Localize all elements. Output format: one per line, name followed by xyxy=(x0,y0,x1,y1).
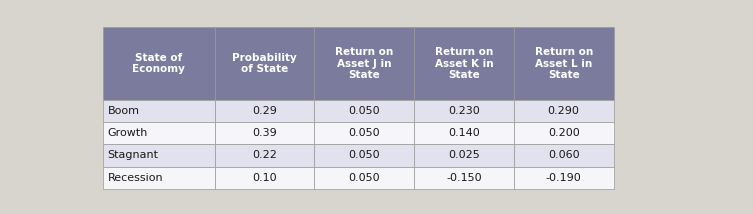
Text: 0.050: 0.050 xyxy=(349,150,380,160)
Bar xyxy=(103,144,215,166)
Text: 0.060: 0.060 xyxy=(548,150,580,160)
Bar xyxy=(514,27,614,100)
Bar xyxy=(514,100,614,122)
Bar xyxy=(103,166,215,189)
Text: 0.29: 0.29 xyxy=(252,106,277,116)
Bar xyxy=(215,166,315,189)
Bar xyxy=(215,100,315,122)
Text: 0.10: 0.10 xyxy=(252,173,277,183)
Text: 0.140: 0.140 xyxy=(448,128,480,138)
Text: 0.39: 0.39 xyxy=(252,128,277,138)
Text: 0.290: 0.290 xyxy=(547,106,580,116)
Bar xyxy=(315,144,414,166)
Text: 0.22: 0.22 xyxy=(252,150,277,160)
Bar xyxy=(103,27,215,100)
Text: 0.050: 0.050 xyxy=(349,106,380,116)
Text: 0.025: 0.025 xyxy=(448,150,480,160)
Bar xyxy=(315,122,414,144)
Text: -0.190: -0.190 xyxy=(546,173,581,183)
Text: Growth: Growth xyxy=(108,128,148,138)
Bar xyxy=(414,27,514,100)
Text: Stagnant: Stagnant xyxy=(108,150,159,160)
Text: 0.050: 0.050 xyxy=(349,128,380,138)
Bar xyxy=(315,27,414,100)
Bar xyxy=(215,122,315,144)
Text: State of
Economy: State of Economy xyxy=(133,53,185,74)
Text: 0.230: 0.230 xyxy=(448,106,480,116)
Bar xyxy=(414,100,514,122)
Text: Boom: Boom xyxy=(108,106,139,116)
Text: -0.150: -0.150 xyxy=(446,173,482,183)
Text: Recession: Recession xyxy=(108,173,163,183)
Bar xyxy=(315,100,414,122)
Bar xyxy=(414,144,514,166)
Bar xyxy=(514,122,614,144)
Bar xyxy=(215,27,315,100)
Text: Return on
Asset K in
State: Return on Asset K in State xyxy=(434,47,493,80)
Bar xyxy=(103,122,215,144)
Bar xyxy=(103,100,215,122)
Bar xyxy=(514,166,614,189)
Text: 0.200: 0.200 xyxy=(547,128,580,138)
Bar xyxy=(215,144,315,166)
Bar xyxy=(414,166,514,189)
Text: 0.050: 0.050 xyxy=(349,173,380,183)
Text: Return on
Asset L in
State: Return on Asset L in State xyxy=(535,47,593,80)
Text: Probability
of State: Probability of State xyxy=(232,53,297,74)
Bar xyxy=(414,122,514,144)
Text: Return on
Asset J in
State: Return on Asset J in State xyxy=(335,47,393,80)
Bar xyxy=(514,144,614,166)
Bar xyxy=(315,166,414,189)
